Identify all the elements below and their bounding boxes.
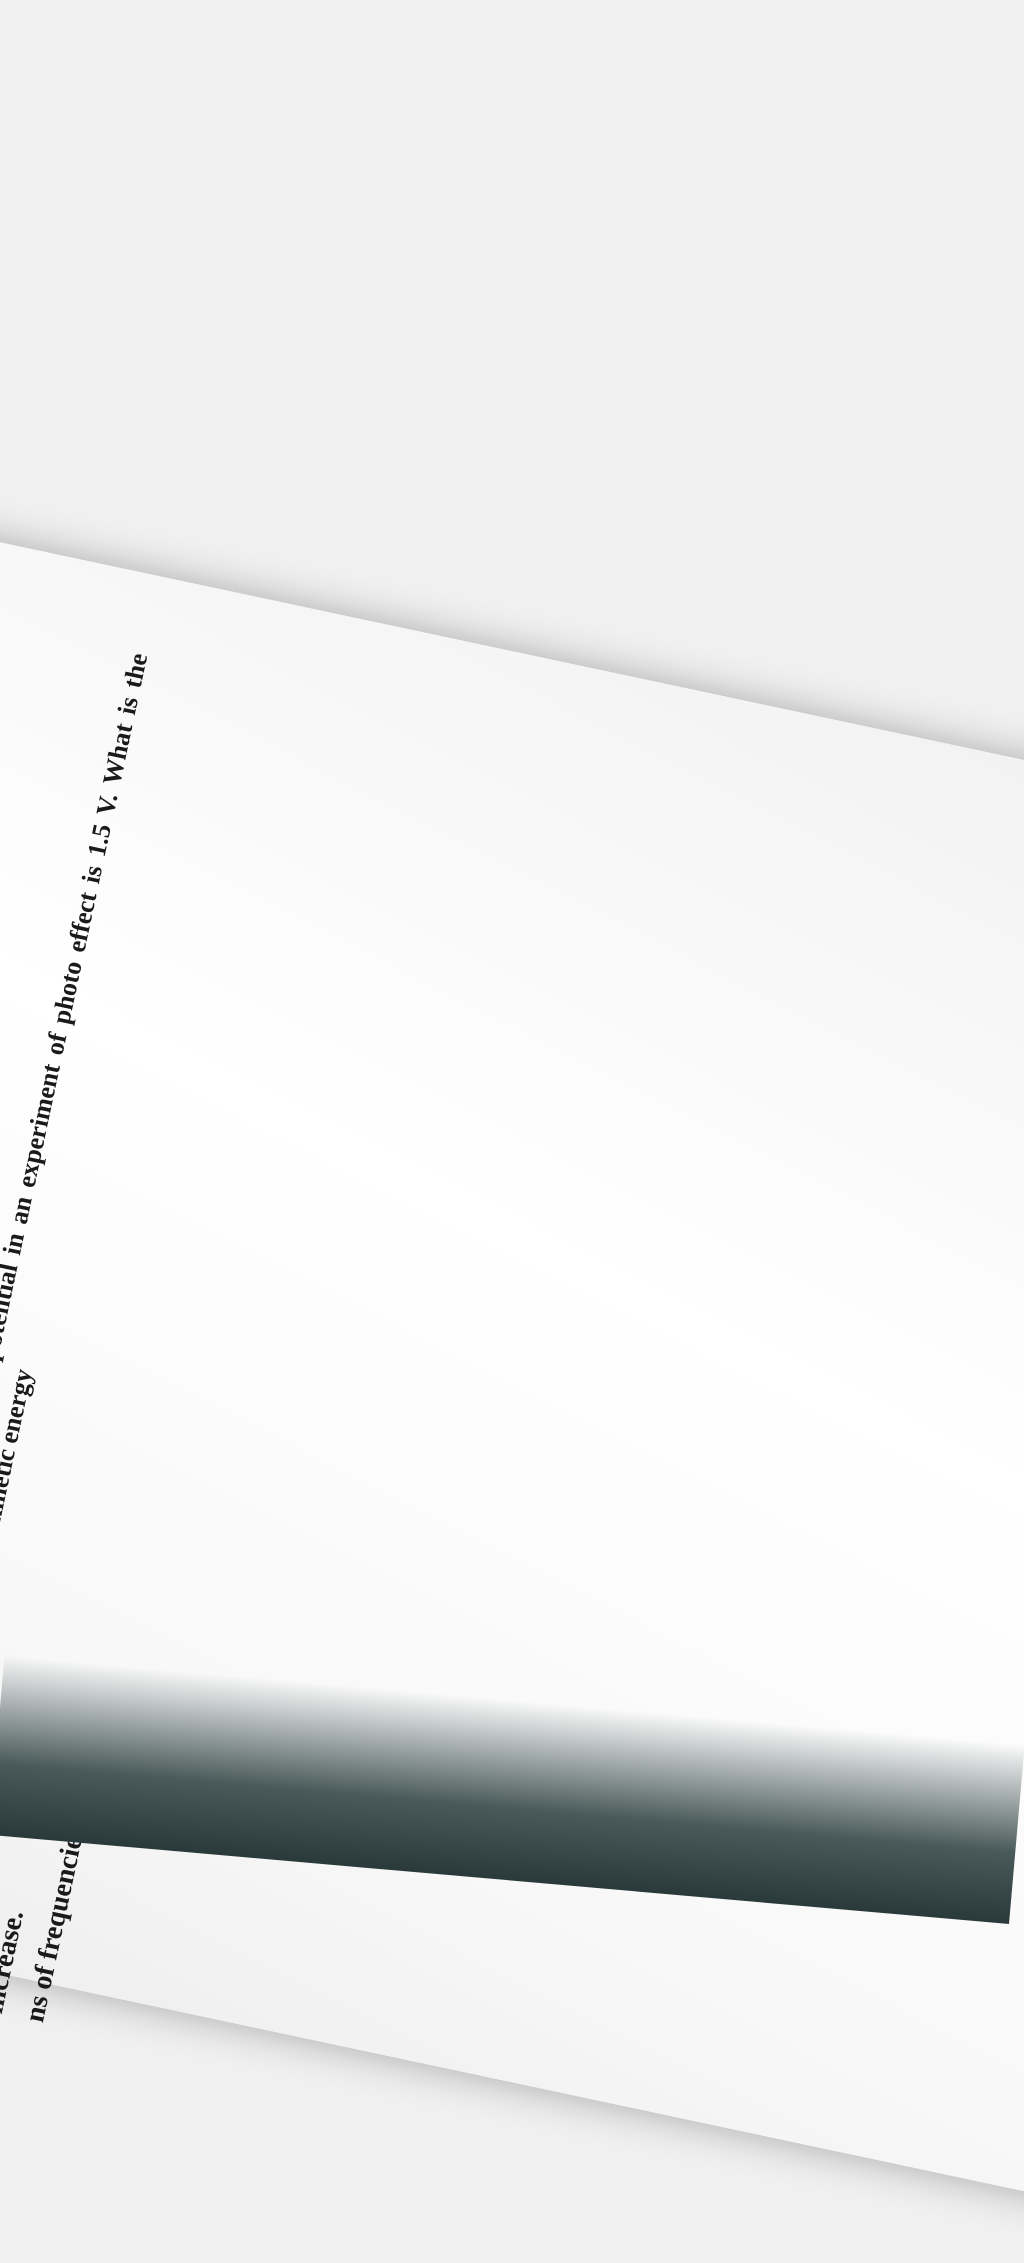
textbook-page: V₁ V₂ V rbiting in hydrogen atom third e… (0, 397, 1024, 2224)
main-column: In this condition equal saturated curren… (0, 512, 193, 1643)
